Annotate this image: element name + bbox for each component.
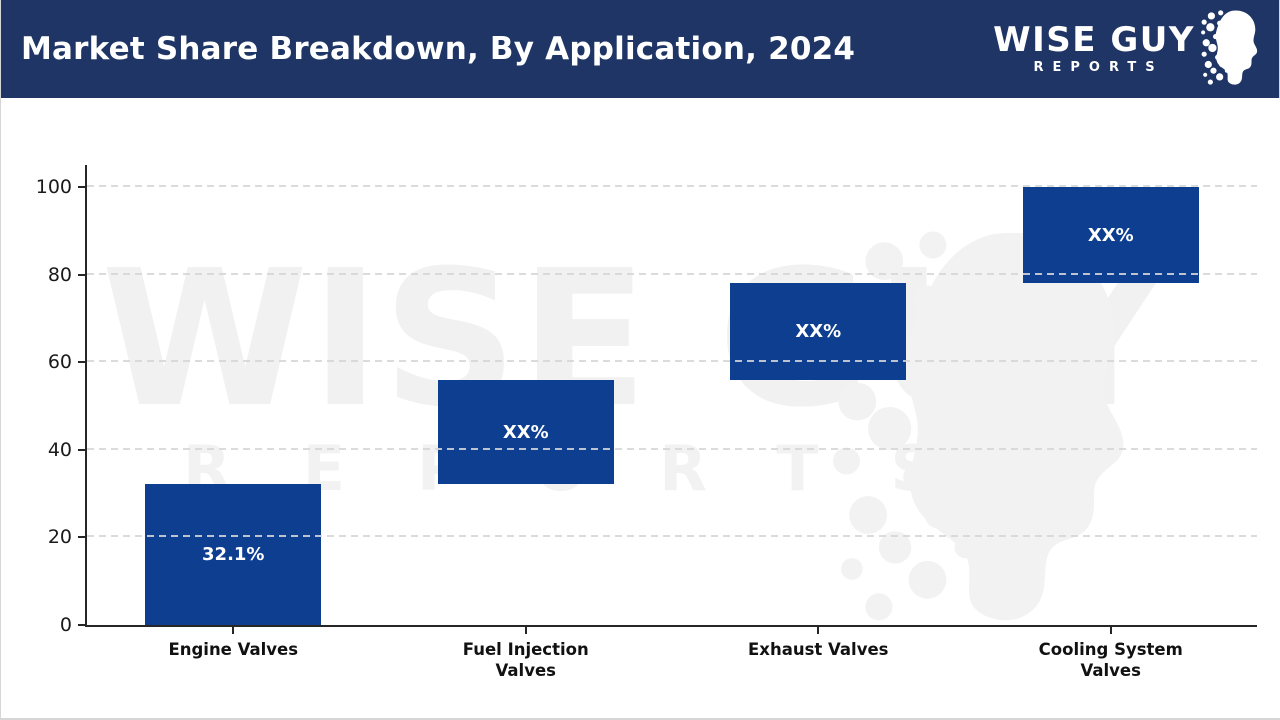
x-category-label: Engine Valves (168, 640, 299, 659)
y-tick-label: 0 (59, 614, 72, 636)
bar-value-label: XX% (502, 421, 549, 443)
gridline (87, 535, 1257, 538)
x-tick-mark (817, 625, 820, 634)
header: Market Share Breakdown, By Application, … (1, 0, 1279, 98)
y-tick-mark (78, 448, 87, 451)
x-tick-mark (524, 625, 527, 634)
bar-value-label: 32.1% (202, 544, 265, 566)
gridline (87, 360, 1257, 363)
x-axis-line (85, 625, 1257, 627)
y-tick-mark (78, 273, 87, 276)
plot-area: 0 20 40 60 80 100 32.1% Engine Valves XX% Fuel In… (36, 165, 1257, 680)
brand-logo-text: WISE GUY REPORTS (993, 20, 1195, 75)
bar-value-label: XX% (1087, 224, 1134, 246)
x-tick-mark (1109, 625, 1112, 634)
y-tick-label: 100 (35, 175, 72, 198)
bar-segment: XX% (1022, 186, 1199, 284)
y-tick-mark (78, 624, 87, 626)
dot-face-icon (1201, 10, 1258, 85)
x-category-label: Cooling System Valves (1038, 640, 1183, 681)
x-category-label: Fuel Injection Valves (462, 640, 589, 681)
logo-wordmark: WISE GUY (993, 20, 1195, 61)
y-tick-mark (78, 536, 87, 539)
bar-value-label: XX% (795, 320, 842, 342)
bar-segment: XX% (437, 379, 614, 485)
y-tick-label: 40 (47, 438, 72, 461)
x-category-label: Exhaust Valves (748, 640, 889, 659)
chart-area: WISE GUY REPORTS 02040608010032.1%Engine… (1, 98, 1280, 718)
gridline (87, 272, 1257, 275)
y-tick-label: 20 (47, 526, 72, 549)
y-tick-label: 60 (47, 351, 72, 374)
logo-subtext: REPORTS (1033, 59, 1164, 75)
page-title: Market Share Breakdown, By Application, … (21, 31, 856, 67)
gridline (87, 184, 1257, 187)
bar-segment: XX% (730, 283, 907, 380)
x-tick-mark (232, 625, 235, 634)
y-axis-line (85, 165, 87, 627)
gridline (87, 447, 1257, 450)
y-tick-mark (78, 185, 87, 188)
bar-segment: 32.1% (145, 484, 322, 625)
y-tick-label: 80 (47, 263, 72, 286)
y-tick-mark (78, 361, 87, 364)
brand-logo: WISE GUY REPORTS (993, 7, 1261, 91)
